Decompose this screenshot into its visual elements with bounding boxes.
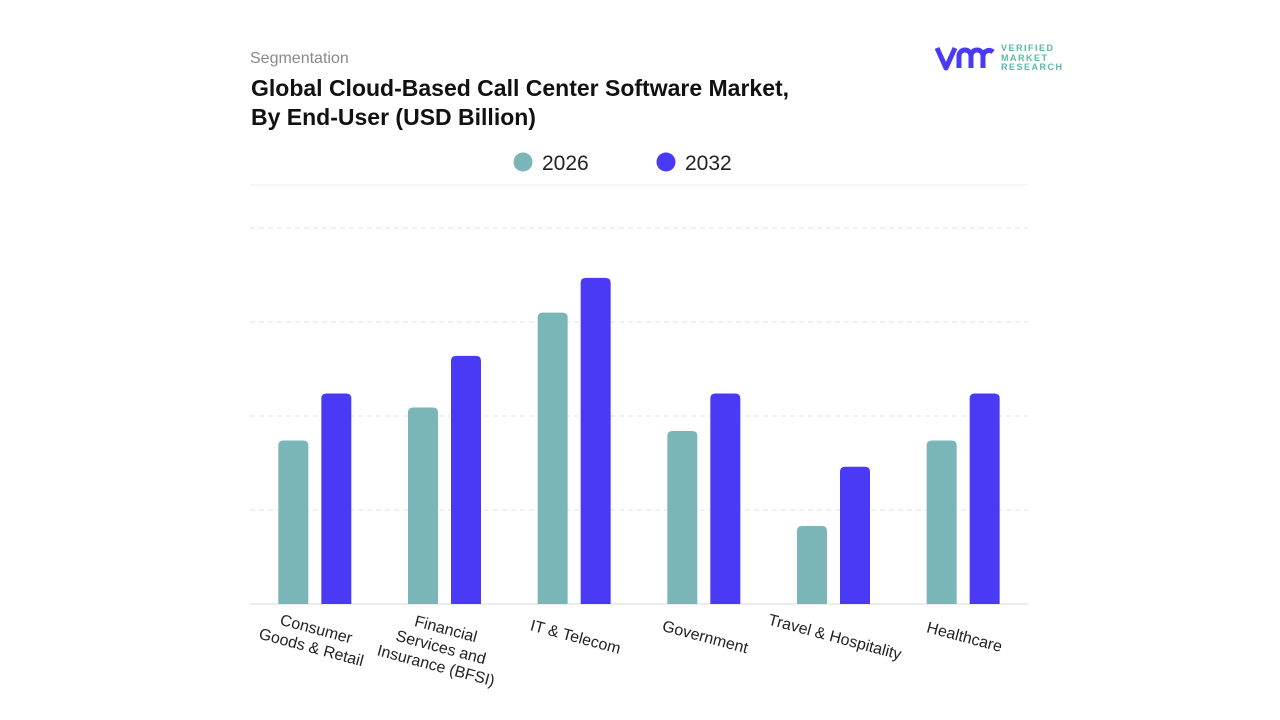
logo-line-1: VERIFIED <box>1001 43 1055 53</box>
legend-label-2032: 2032 <box>685 152 732 175</box>
logo-line-2: MARKET <box>1001 52 1049 63</box>
x-tick-label: Travel & Hospitality <box>766 612 903 664</box>
x-tick-label: ConsumerGoods & Retail <box>257 608 370 671</box>
bar-2026 <box>537 312 568 604</box>
bar-2026 <box>408 407 438 604</box>
x-tick-label: FinancialServices andInsurance (BFSI) <box>375 606 506 690</box>
bar-2032 <box>710 393 741 604</box>
legend-marker-2026 <box>513 152 533 172</box>
bar-2026 <box>278 440 309 604</box>
logo-line-3: RESEARCH <box>1001 62 1064 72</box>
bar-2032 <box>840 466 870 604</box>
x-tick-label: Government <box>660 618 750 657</box>
bar-2026 <box>667 431 698 604</box>
bar-2032 <box>451 355 481 604</box>
bar-2032 <box>969 393 1000 604</box>
x-tick-label: IT & Telecom <box>528 617 622 657</box>
legend-marker-2032 <box>656 152 676 172</box>
title-line-1: Global Cloud-Based Call Center Software … <box>251 75 790 101</box>
chart-title: Global Cloud-Based Call Center Software … <box>251 74 851 132</box>
vmr-logo: VERIFIED MARKET RESEARCH <box>935 43 1064 73</box>
bar-2026 <box>797 525 827 604</box>
bar-2032 <box>321 393 352 604</box>
segment-label: Segmentation <box>250 50 349 67</box>
vmr-logo-mark <box>935 47 995 71</box>
title-line-2: By End-User (USD Billion) <box>251 104 536 130</box>
legend-label-2026: 2026 <box>542 152 589 175</box>
x-tick-label: Healthcare <box>925 619 1004 655</box>
bar-2026 <box>926 440 957 604</box>
bar-2032 <box>580 277 611 604</box>
